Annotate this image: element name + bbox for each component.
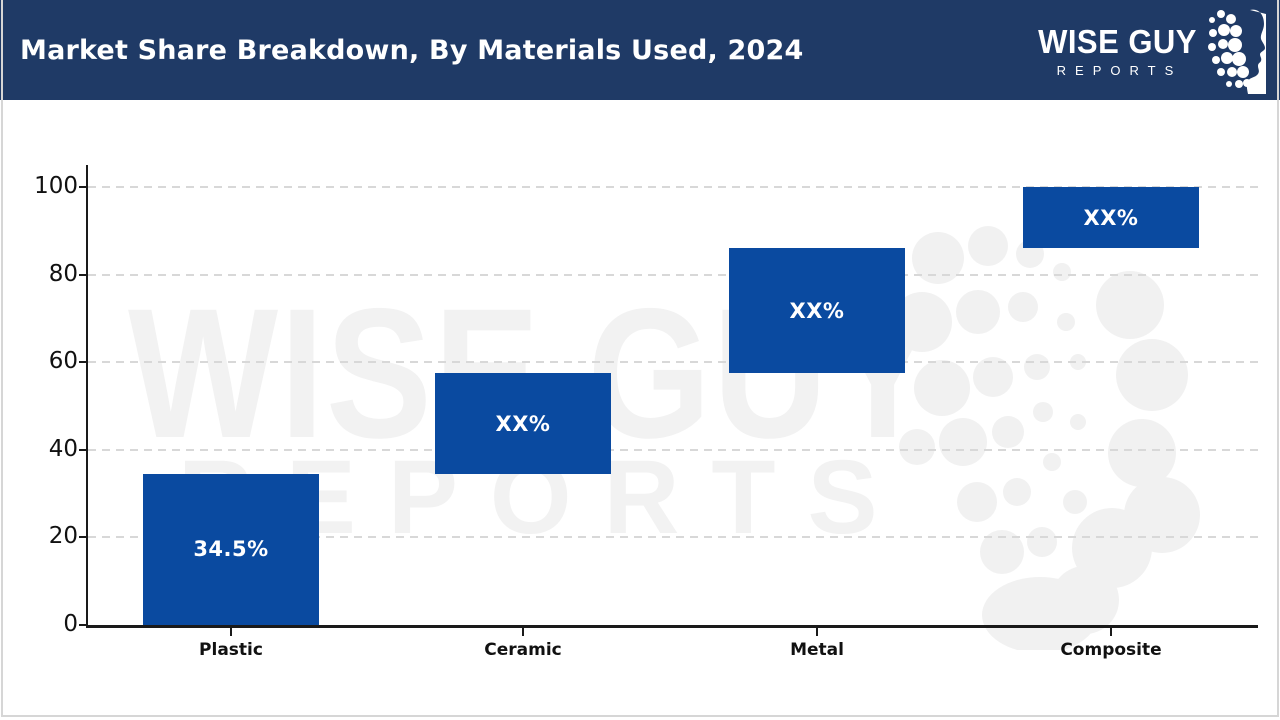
bar-value-label-composite: XX% xyxy=(1083,205,1139,230)
gridline-100 xyxy=(88,186,1258,188)
chart-area: WISE GUY REPORTS 0 20 40 60 80 100 34.5% Plasti… xyxy=(0,100,1280,720)
brand-logo-text: WISE GUY REPORTS xyxy=(1033,23,1202,78)
x-tick-mark xyxy=(522,628,524,636)
y-tick-label: 60 xyxy=(48,348,78,375)
y-tick-label: 20 xyxy=(48,523,78,550)
x-axis-label-ceramic: Ceramic xyxy=(484,640,562,660)
bar-metal: XX% xyxy=(729,248,905,374)
brand-subtitle: REPORTS xyxy=(1056,62,1183,78)
y-tick-label: 80 xyxy=(48,260,78,287)
bar-plastic: 34.5% xyxy=(143,473,319,625)
bar-value-label-ceramic: XX% xyxy=(495,411,551,436)
header: Market Share Breakdown, By Materials Use… xyxy=(0,0,1280,100)
y-tick-mark xyxy=(79,448,87,451)
y-tick-mark xyxy=(79,624,87,626)
gridline-20 xyxy=(88,536,1258,539)
gridline-80 xyxy=(88,273,1258,276)
page-title: Market Share Breakdown, By Materials Use… xyxy=(20,34,804,66)
x-axis-label-composite: Composite xyxy=(1060,640,1162,660)
x-tick-mark xyxy=(230,628,232,636)
brand-logo: WISE GUY REPORTS xyxy=(1033,0,1266,100)
bar-ceramic: XX% xyxy=(435,373,611,474)
y-axis-line xyxy=(86,165,88,628)
x-tick-mark xyxy=(1110,628,1112,636)
watermark-face-dots xyxy=(892,226,1200,650)
y-tick-mark xyxy=(79,273,87,276)
x-axis-label-metal: Metal xyxy=(790,640,844,660)
x-axis-line xyxy=(86,625,1258,628)
y-tick-mark xyxy=(79,186,87,188)
brand-face-icon xyxy=(1208,9,1266,94)
y-tick-label: 40 xyxy=(48,435,78,462)
x-tick-mark xyxy=(816,628,818,636)
bar-value-label-metal: XX% xyxy=(789,298,845,323)
gridline-40 xyxy=(88,448,1258,451)
bar-composite: XX% xyxy=(1023,187,1199,249)
x-axis-label-plastic: Plastic xyxy=(199,640,263,660)
y-tick-mark xyxy=(79,361,87,364)
gridline-60 xyxy=(88,361,1258,364)
y-tick-label: 0 xyxy=(63,611,78,637)
y-tick-label: 100 xyxy=(34,173,78,199)
bar-value-label-plastic: 34.5% xyxy=(193,537,269,562)
y-tick-mark xyxy=(79,536,87,539)
brand-name: WISE GUY xyxy=(1038,22,1197,60)
